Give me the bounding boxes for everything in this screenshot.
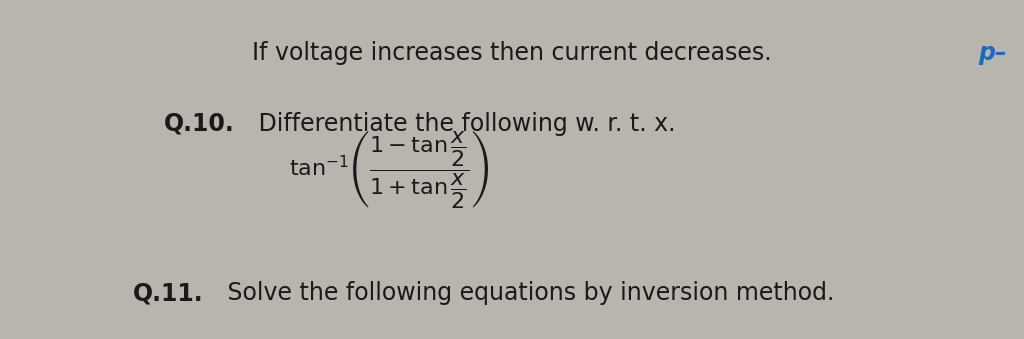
Text: Solve the following equations by inversion method.: Solve the following equations by inversi… xyxy=(220,281,835,305)
Text: Differentiate the following w. r. t. x.: Differentiate the following w. r. t. x. xyxy=(251,112,676,136)
Text: Q.11.: Q.11. xyxy=(133,281,204,305)
Text: Q.10.: Q.10. xyxy=(164,112,234,136)
Text: p–: p– xyxy=(978,41,1007,65)
Text: If voltage increases then current decreases.: If voltage increases then current decrea… xyxy=(252,41,772,65)
Text: $\tan^{-1}\!\left(\dfrac{1 - \tan\dfrac{x}{2}}{1 + \tan\dfrac{x}{2}}\right)$: $\tan^{-1}\!\left(\dfrac{1 - \tan\dfrac{… xyxy=(289,128,489,211)
